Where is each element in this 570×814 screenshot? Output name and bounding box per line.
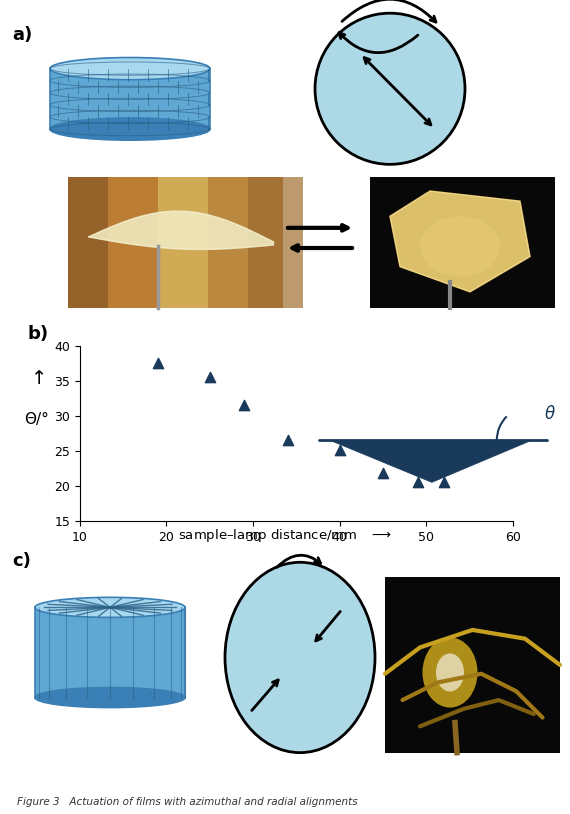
- Bar: [158, 177, 208, 309]
- Text: $\theta$: $\theta$: [544, 405, 556, 423]
- Bar: [385, 577, 560, 753]
- Text: Figure 3   Actuation of films with azimuthal and radial alignments: Figure 3 Actuation of films with azimuth…: [17, 798, 358, 807]
- Bar: [68, 177, 283, 309]
- Text: b): b): [28, 325, 49, 343]
- Bar: [108, 177, 158, 309]
- Bar: [68, 177, 108, 309]
- Text: sample–lamp distance/mm   $\longrightarrow$: sample–lamp distance/mm $\longrightarrow…: [178, 527, 392, 544]
- Bar: [50, 68, 210, 129]
- Point: [439, 476, 448, 489]
- Point: [335, 443, 344, 456]
- Text: a): a): [12, 26, 32, 44]
- Polygon shape: [330, 440, 531, 483]
- Text: ↑: ↑: [31, 369, 47, 388]
- Ellipse shape: [436, 654, 464, 692]
- Ellipse shape: [422, 637, 478, 707]
- Bar: [35, 607, 185, 698]
- Point: [240, 399, 249, 412]
- Point: [153, 357, 162, 370]
- Bar: [370, 177, 555, 309]
- Ellipse shape: [50, 58, 210, 80]
- Polygon shape: [390, 191, 530, 292]
- Point: [413, 476, 422, 489]
- Ellipse shape: [225, 562, 375, 753]
- Point: [205, 371, 214, 384]
- Circle shape: [315, 13, 465, 164]
- Bar: [248, 177, 303, 309]
- Text: Θ/°: Θ/°: [25, 412, 50, 427]
- Ellipse shape: [35, 688, 185, 707]
- Point: [378, 467, 388, 480]
- Ellipse shape: [50, 118, 210, 140]
- Ellipse shape: [35, 597, 185, 617]
- Polygon shape: [390, 191, 530, 292]
- Ellipse shape: [420, 217, 500, 277]
- Text: c): c): [12, 552, 31, 571]
- Point: [283, 434, 292, 447]
- Bar: [208, 177, 248, 309]
